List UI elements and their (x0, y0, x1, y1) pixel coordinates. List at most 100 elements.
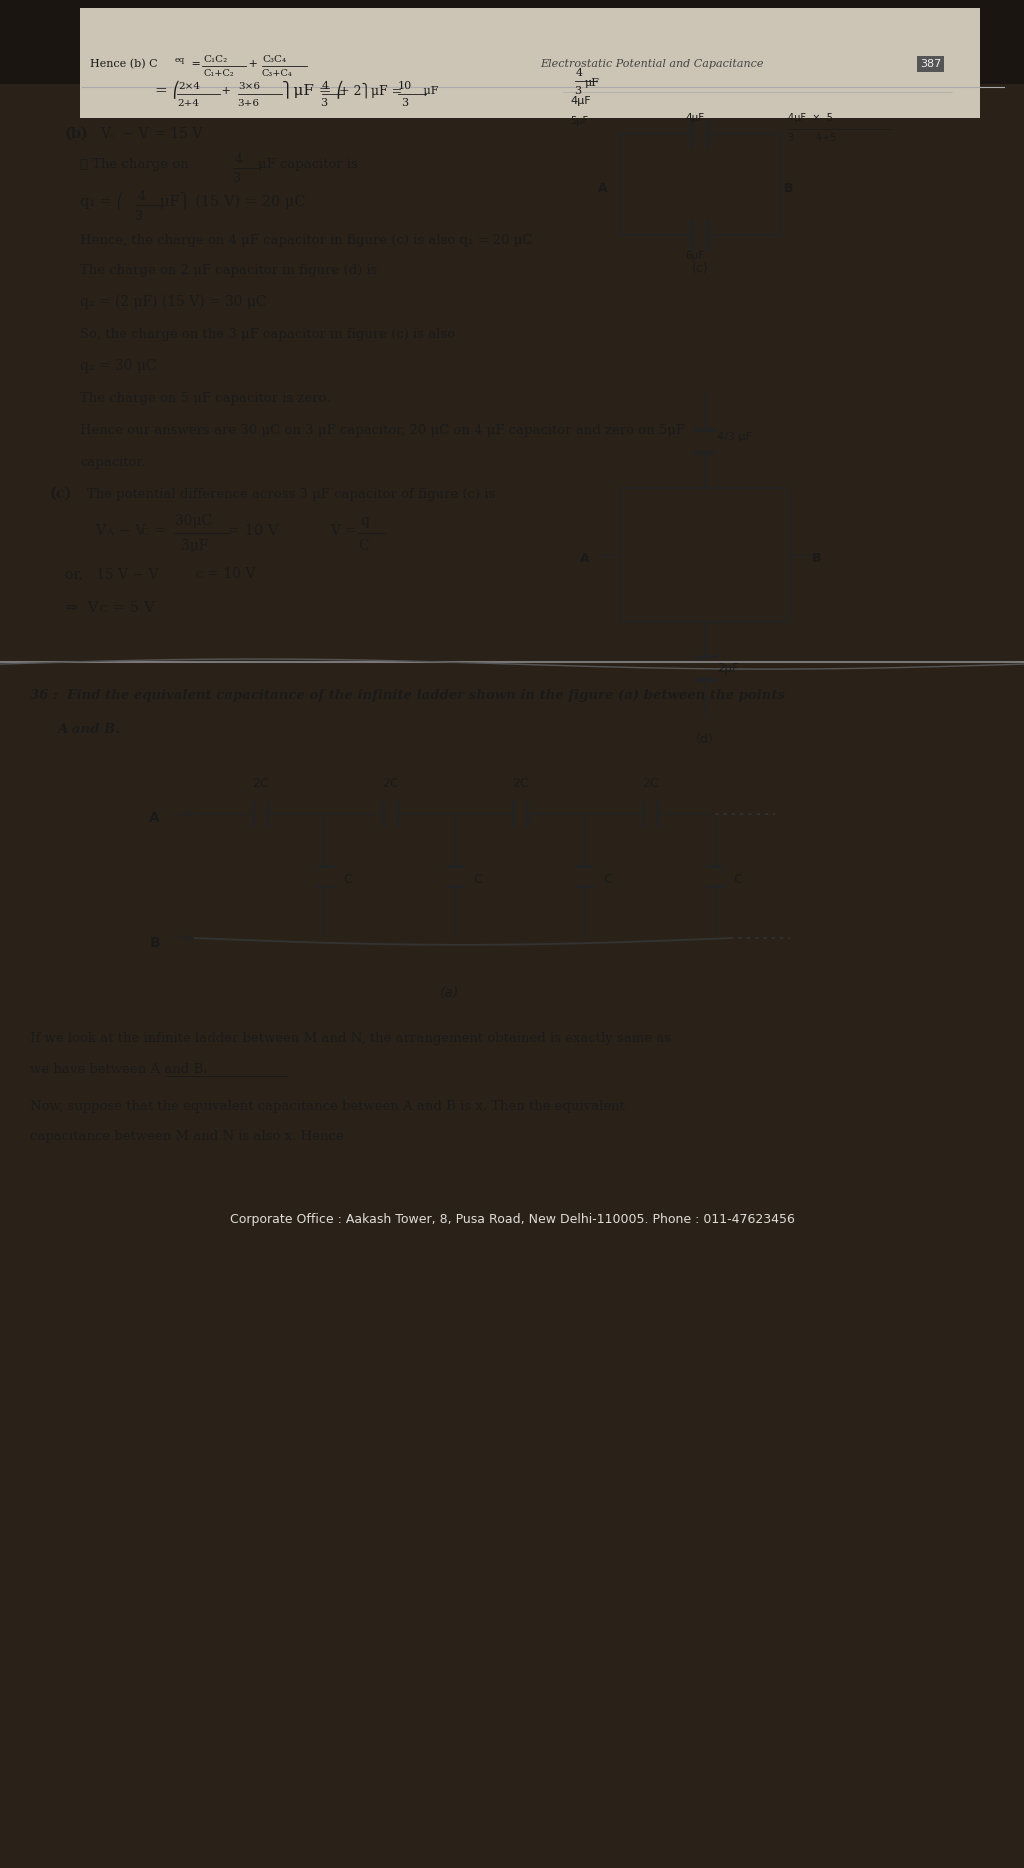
Text: +: + (218, 86, 234, 95)
Text: 387: 387 (920, 60, 941, 69)
Text: capacitor.: capacitor. (80, 456, 145, 469)
Text: V: V (95, 523, 105, 538)
Text: The charge on 2 μF capacitor in figure (d) is: The charge on 2 μF capacitor in figure (… (80, 263, 378, 276)
Text: 2C: 2C (642, 777, 658, 790)
Text: q₂ = (2 μF) (15 V) = 30 μC: q₂ = (2 μF) (15 V) = 30 μC (80, 295, 266, 308)
Text: C₃C₄: C₃C₄ (262, 56, 286, 64)
Text: C: C (100, 605, 108, 615)
Text: If we look at the infinite ladder between M and N, the arrangement obtained is e: If we look at the infinite ladder betwee… (30, 1033, 671, 1046)
Text: 3       4+5: 3 4+5 (788, 133, 837, 144)
Text: we have between A and B.: we have between A and B. (30, 1063, 208, 1076)
Text: A: A (598, 181, 608, 194)
Text: =: = (150, 523, 170, 538)
Text: C₃+C₄: C₃+C₄ (262, 69, 293, 78)
Text: Hence (b) C: Hence (b) C (90, 60, 158, 69)
Text: B: B (784, 181, 794, 194)
Text: 10: 10 (398, 80, 413, 92)
Text: 4/3 μF: 4/3 μF (717, 433, 752, 443)
Text: C: C (603, 872, 611, 885)
Text: Hence our answers are 30 μC on 3 μF capacitor, 20 μC on 4 μF capacitor and zero : Hence our answers are 30 μC on 3 μF capa… (80, 424, 685, 437)
Text: 3+6: 3+6 (237, 99, 259, 108)
Text: 5μF: 5μF (570, 116, 588, 127)
Text: 4μF  ×  5: 4μF × 5 (788, 114, 833, 123)
Text: B: B (812, 551, 821, 564)
Text: 4μF: 4μF (570, 97, 591, 106)
Text: Corporate Office : Aakash Tower, 8, Pusa Road, New Delhi-110005. Phone : 011-476: Corporate Office : Aakash Tower, 8, Pusa… (229, 1212, 795, 1225)
Text: eq: eq (175, 56, 185, 64)
Text: 6μF: 6μF (685, 250, 705, 262)
Text: μF: μF (585, 78, 600, 88)
Text: C: C (196, 572, 204, 581)
Text: Electrostatic Potential and Capacitance: Electrostatic Potential and Capacitance (540, 60, 764, 69)
Text: 3: 3 (319, 97, 327, 108)
Text: C: C (358, 538, 369, 553)
Text: A: A (581, 551, 590, 564)
Text: capacitance between M and N is also x. Hence: capacitance between M and N is also x. H… (30, 1130, 344, 1143)
Text: (c): (c) (691, 262, 709, 275)
Text: ₀: ₀ (110, 131, 114, 140)
Text: 2μF: 2μF (717, 663, 738, 676)
Text: = 10 V: = 10 V (228, 523, 279, 538)
Text: ⎫μF = ⎛: ⎫μF = ⎛ (282, 80, 344, 97)
Text: − V: − V (118, 127, 148, 140)
Bar (80, 7, 980, 118)
Text: (c): (c) (50, 488, 73, 501)
Text: C: C (733, 872, 741, 885)
Text: Now, suppose that the equivalent capacitance between A and B is x. Then the equi: Now, suppose that the equivalent capacit… (30, 1100, 625, 1113)
Text: (a): (a) (440, 986, 460, 999)
Text: = 15 V: = 15 V (150, 127, 203, 140)
Text: 36 :  Find the equivalent capacitance of the infinite ladder shown in the figure: 36 : Find the equivalent capacitance of … (30, 689, 785, 702)
Text: 4: 4 (234, 153, 243, 166)
Text: 2+4: 2+4 (177, 99, 199, 108)
Text: B: B (150, 936, 160, 949)
Text: = 10 V: = 10 V (203, 568, 255, 581)
Text: μF: μF (420, 86, 438, 95)
Text: or,   15 V − V: or, 15 V − V (65, 568, 159, 581)
Bar (0, 0, 1024, 84)
Text: V =: V = (330, 523, 360, 538)
Text: A: A (150, 811, 160, 826)
Text: A and B.: A and B. (57, 723, 120, 736)
Text: ⇒  V: ⇒ V (65, 601, 98, 615)
Text: = ⎛: = ⎛ (155, 80, 180, 97)
Text: (b): (b) (65, 127, 89, 140)
Text: 2C: 2C (512, 777, 528, 790)
Text: ₙ: ₙ (143, 131, 147, 140)
Text: The charge on 5 μF capacitor is zero.: The charge on 5 μF capacitor is zero. (80, 392, 331, 405)
Text: q₂ = 30 μC: q₂ = 30 μC (80, 359, 157, 374)
Text: (d): (d) (696, 732, 714, 745)
Text: A: A (106, 527, 113, 536)
Text: − V: − V (115, 523, 145, 538)
Text: 3: 3 (233, 172, 241, 185)
Text: C₁+C₂: C₁+C₂ (203, 69, 233, 78)
Text: 3: 3 (135, 211, 143, 224)
Text: C: C (343, 872, 352, 885)
Text: =: = (188, 60, 205, 69)
Text: q: q (360, 514, 369, 527)
Text: 2C: 2C (252, 777, 268, 790)
Text: μF capacitor is: μF capacitor is (258, 159, 357, 172)
Text: μF⎫ (15 V) = 20 μC: μF⎫ (15 V) = 20 μC (160, 191, 305, 209)
Text: C: C (142, 527, 150, 536)
Text: q₁ = ⎛: q₁ = ⎛ (80, 191, 124, 209)
Text: 4: 4 (322, 80, 329, 92)
Text: So, the charge on the 3 μF capacitor in figure (c) is also: So, the charge on the 3 μF capacitor in … (80, 329, 455, 342)
Text: +: + (245, 60, 261, 69)
Text: 30μC: 30μC (175, 514, 212, 527)
Text: 3×6: 3×6 (238, 82, 260, 92)
Text: 3: 3 (574, 86, 582, 95)
Text: = 5 V: = 5 V (106, 601, 155, 615)
Text: + 2⎫μF =: + 2⎫μF = (335, 82, 407, 97)
Text: C: C (473, 872, 481, 885)
Text: 4: 4 (138, 191, 146, 204)
Text: Hence, the charge on 4 μF capacitor in figure (c) is also q₁ = 20 μC: Hence, the charge on 4 μF capacitor in f… (80, 234, 532, 247)
Text: ∴ The charge on: ∴ The charge on (80, 159, 188, 172)
Text: V: V (100, 127, 110, 140)
Text: 3μF: 3μF (181, 538, 208, 553)
Text: 2×4: 2×4 (178, 82, 200, 92)
Text: 2C: 2C (382, 777, 398, 790)
Text: The potential difference across 3 μF capacitor of figure (c) is: The potential difference across 3 μF cap… (87, 488, 496, 501)
Text: C₁C₂: C₁C₂ (203, 56, 227, 64)
Text: 4: 4 (575, 67, 583, 78)
Text: 3: 3 (401, 97, 409, 108)
